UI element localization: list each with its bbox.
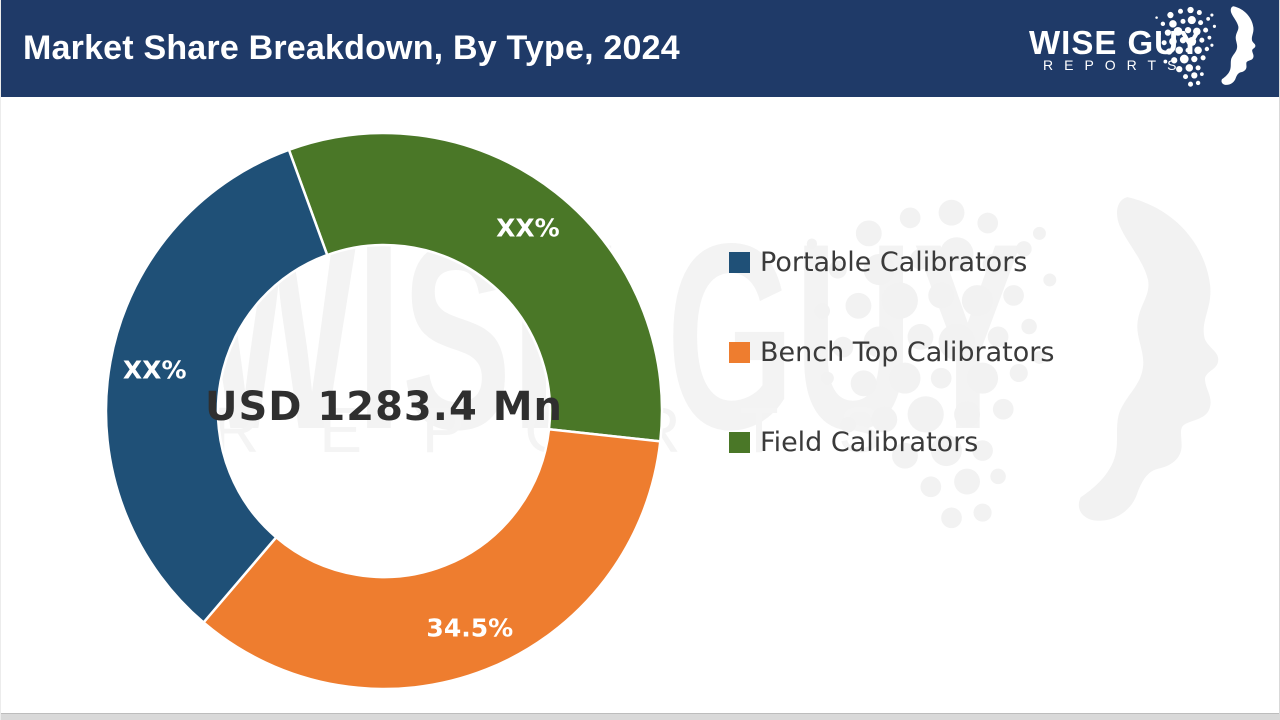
legend-swatch (729, 341, 750, 363)
chart-center-value: USD 1283.4 Mn (205, 384, 563, 430)
legend-item: Portable Calibrators (729, 246, 1054, 278)
legend-label: Portable Calibrators (760, 246, 1028, 278)
slice-label: 34.5% (426, 614, 513, 643)
legend-swatch (729, 431, 750, 453)
legend-label: Bench Top Calibrators (760, 336, 1055, 368)
donut-segment-field-calibrators (287, 131, 664, 443)
legend-item: Field Calibrators (729, 426, 1054, 458)
page-title: Market Share Breakdown, By Type, 2024 (23, 29, 680, 67)
slice-label: XX% (496, 214, 560, 243)
legend-label: Field Calibrators (760, 426, 979, 458)
legend-item: Bench Top Calibrators (729, 336, 1054, 368)
chart-legend: Portable Calibrators Bench Top Calibrato… (729, 246, 1054, 516)
brand-logo: WISE GUY REPORTS (1021, 0, 1271, 97)
donut-segment-bench-top-calibrators (201, 427, 662, 691)
face-dots-icon (1149, 5, 1261, 93)
slice-label: XX% (123, 356, 187, 385)
legend-swatch (729, 251, 750, 273)
header-bar: Market Share Breakdown, By Type, 2024 WI… (1, 0, 1279, 97)
brand-subname: REPORTS (1043, 57, 1188, 73)
footer-bar (1, 713, 1279, 720)
donut-chart: XX% 34.5% XX% (104, 131, 664, 691)
donut-segment-portable-calibrators (104, 148, 329, 625)
